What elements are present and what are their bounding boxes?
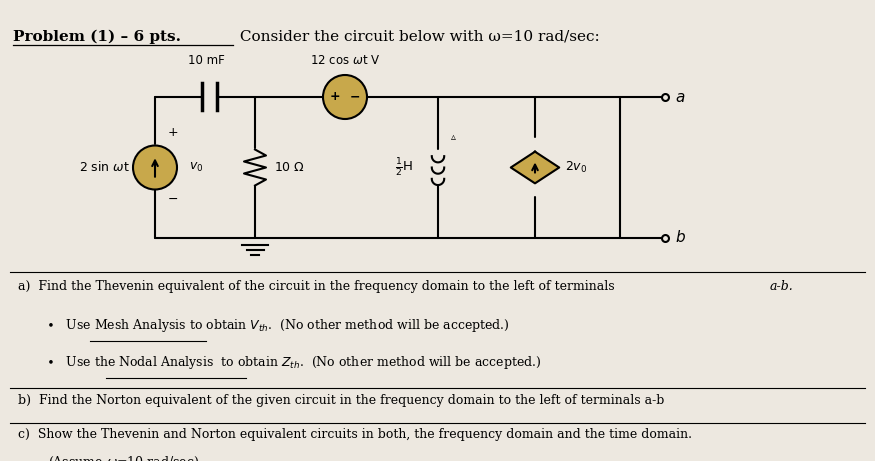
Text: 2 sin $\omega$t A: 2 sin $\omega$t A — [80, 160, 143, 175]
Text: Consider the circuit below with ω=10 rad/sec:: Consider the circuit below with ω=10 rad… — [235, 30, 599, 44]
Text: $v_0$: $v_0$ — [189, 161, 203, 174]
Text: 12 cos $\omega$t V: 12 cos $\omega$t V — [310, 54, 380, 67]
Text: a)  Find the Thevenin equivalent of the circuit in the frequency domain to the l: a) Find the Thevenin equivalent of the c… — [18, 280, 619, 293]
Text: $\bullet$   Use Mesh Analysis to obtain $V_{th}$.  (No other method will be acce: $\bullet$ Use Mesh Analysis to obtain $V… — [46, 317, 510, 334]
Text: +: + — [168, 126, 178, 139]
Text: 10 mF: 10 mF — [187, 54, 224, 67]
Text: b: b — [675, 230, 684, 246]
Text: −: − — [350, 90, 360, 104]
Circle shape — [133, 146, 177, 189]
Text: a: a — [675, 89, 684, 105]
Text: −: − — [168, 193, 178, 206]
Text: 10 $\Omega$: 10 $\Omega$ — [274, 161, 305, 174]
Text: 2$v_0$: 2$v_0$ — [565, 160, 587, 175]
Text: c)  Show the Thevenin and Norton equivalent circuits in both, the frequency doma: c) Show the Thevenin and Norton equivale… — [18, 428, 692, 441]
Text: $\bullet$   Use the Nodal Analysis  to obtain $Z_{th}$.  (No other method will b: $\bullet$ Use the Nodal Analysis to obta… — [46, 354, 542, 371]
Text: $\frac{1}{2}$H: $\frac{1}{2}$H — [395, 156, 413, 178]
Text: +: + — [330, 90, 340, 104]
Text: Problem (1) – 6 pts.: Problem (1) – 6 pts. — [13, 30, 181, 44]
Circle shape — [323, 75, 367, 119]
Text: $\vartriangle$: $\vartriangle$ — [450, 132, 457, 142]
Polygon shape — [511, 152, 559, 183]
Text: a-b.: a-b. — [770, 280, 794, 293]
Text: (Assume $\omega$=10 rad/sec): (Assume $\omega$=10 rad/sec) — [48, 455, 200, 461]
Text: b)  Find the Norton equivalent of the given circuit in the frequency domain to t: b) Find the Norton equivalent of the giv… — [18, 394, 664, 407]
